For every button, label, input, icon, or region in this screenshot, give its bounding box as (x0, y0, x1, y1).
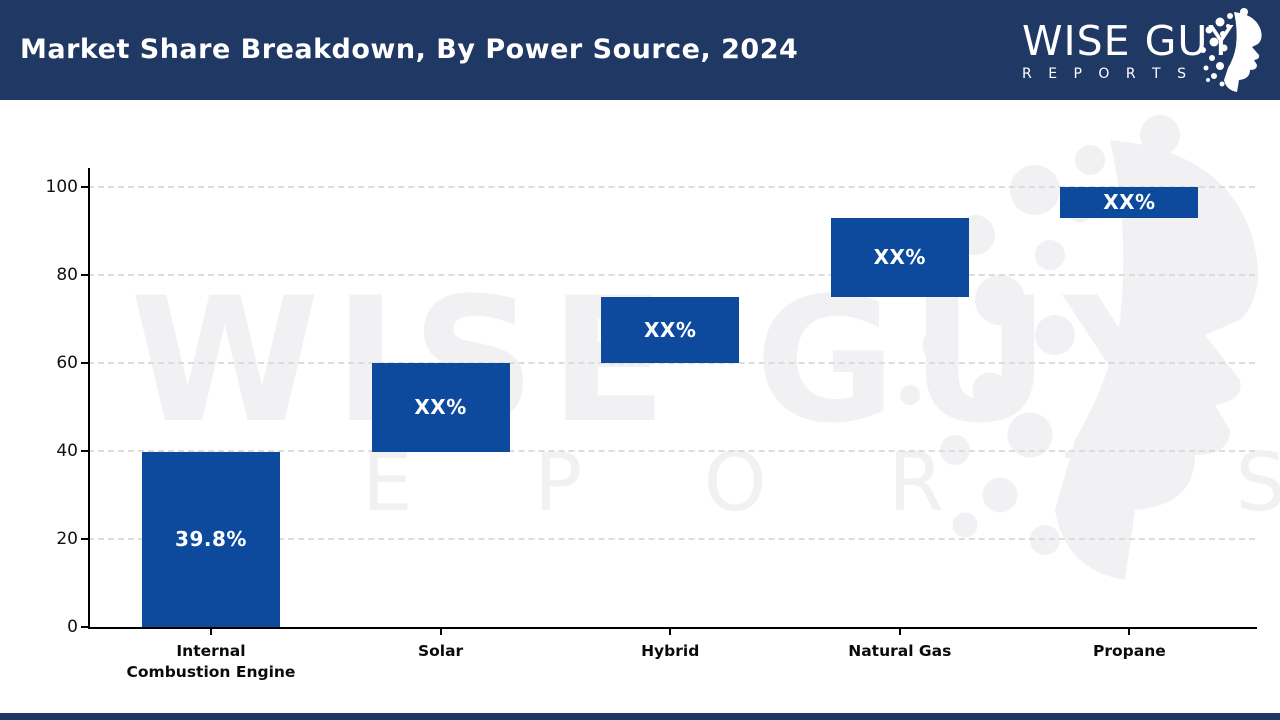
bar-value-label-natural-gas: XX% (873, 245, 926, 270)
y-tick-label-60: 60 (56, 353, 78, 373)
y-tick-label-100: 100 (45, 177, 78, 197)
x-axis-spine (88, 627, 1257, 629)
x-tick-mark-propane (1128, 629, 1131, 635)
bar-value-label-hybrid: XX% (643, 318, 697, 342)
logo-face-icon (1200, 8, 1262, 92)
y-axis-spine (88, 168, 90, 629)
y-tick-mark-80 (81, 274, 88, 276)
y-tick-mark-40 (81, 450, 88, 452)
bar-value-label-solar: XX% (414, 395, 467, 420)
x-category-label-internal-combustion-engine: Internal Combustion Engine (126, 642, 296, 681)
gridline-80 (88, 274, 1255, 276)
y-tick-mark-100 (81, 186, 88, 188)
bar-value-label-propane: XX% (1103, 190, 1156, 215)
y-tick-mark-20 (81, 538, 88, 540)
x-tick-mark-natural-gas (898, 629, 901, 635)
x-tick-mark-internal-combustion-engine (210, 629, 212, 635)
footer-bar (0, 713, 1280, 720)
gridline-60 (88, 362, 1255, 364)
page-title: Market Share Breakdown, By Power Source,… (20, 34, 799, 65)
y-tick-label-80: 80 (56, 265, 78, 285)
wise-guy-logo: WISE GUY R E P O R T S (1004, 6, 1266, 94)
bar-internal-combustion-engine: 39.8% (142, 451, 280, 627)
x-tick-mark-hybrid (669, 629, 672, 635)
gridline-100 (88, 186, 1255, 188)
header-banner: Market Share Breakdown, By Power Source,… (0, 0, 1280, 100)
gridline-40 (88, 450, 1255, 452)
y-tick-mark-60 (81, 362, 88, 364)
y-tick-label-40: 40 (56, 441, 78, 461)
chart-canvas: WISE GUY R E P O R T S 0 20 40 60 80 100 39.8%… (0, 100, 1280, 713)
bar-natural-gas: XX% (830, 217, 969, 297)
gridline-20 (88, 538, 1255, 540)
y-tick-label-20: 20 (56, 529, 78, 549)
bar-propane: XX% (1060, 187, 1199, 218)
logo-text: WISE GUY R E P O R T S (1022, 17, 1235, 83)
bar-value-label-internal-combustion-engine: 39.8% (175, 527, 247, 552)
x-category-label-propane: Propane (1093, 642, 1166, 660)
y-tick-label-0: 0 (67, 617, 78, 637)
bar-hybrid: XX% (601, 297, 740, 363)
plot-area: 0 20 40 60 80 100 39.8% Internal Combustion Engi… (0, 100, 1280, 713)
bar-solar: XX% (371, 363, 510, 452)
x-category-label-hybrid: Hybrid (641, 642, 700, 660)
logo-subtext: R E P O R T S (1022, 66, 1192, 82)
x-category-label-solar: Solar (417, 642, 464, 660)
logo-wordmark: WISE GUY (1022, 17, 1235, 65)
x-category-label-natural-gas: Natural Gas (848, 642, 952, 660)
x-tick-mark-solar (439, 629, 442, 635)
y-tick-mark-0 (81, 626, 88, 628)
